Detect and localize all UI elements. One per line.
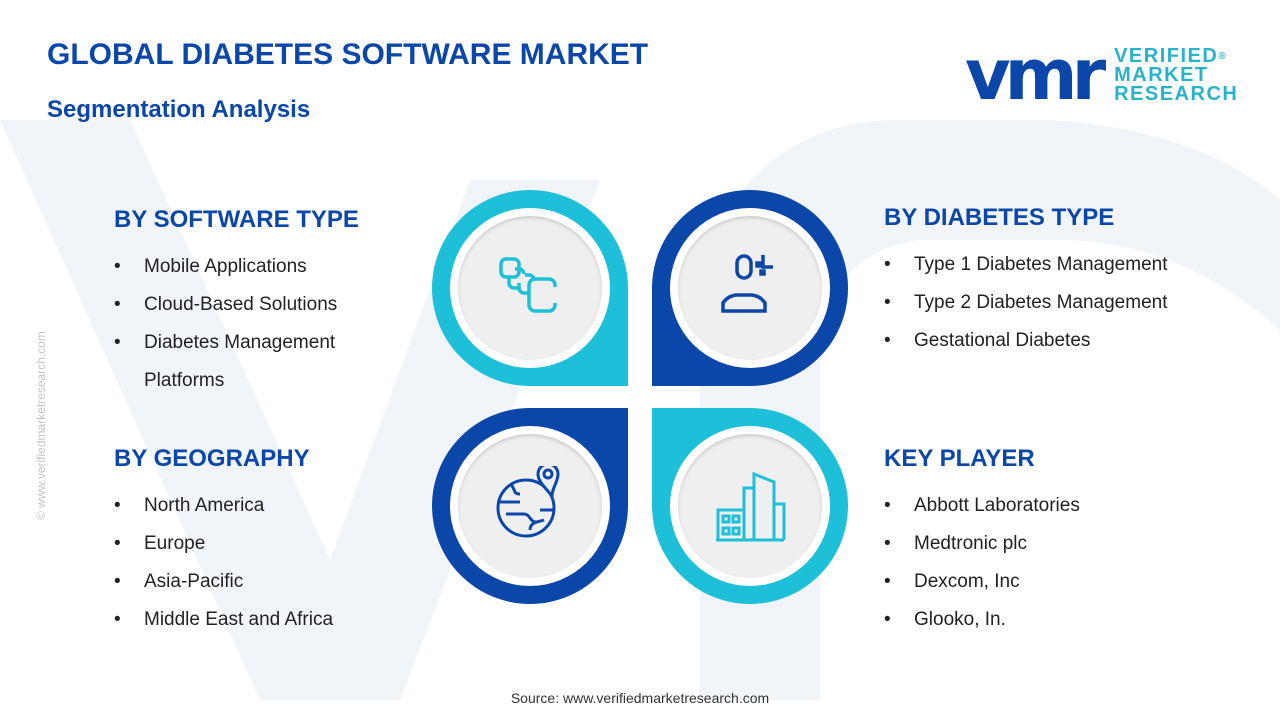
section-heading: BY GEOGRAPHY — [114, 445, 310, 472]
side-watermark-text: © www.verifiedmarketresearch.com — [34, 331, 48, 520]
list-item: Type 1 Diabetes Management — [884, 246, 1168, 284]
section-diabetes-type: BY DIABETES TYPE Type 1 Diabetes Managem… — [884, 204, 1168, 360]
buildings-icon — [716, 471, 786, 542]
section-key-player: KEY PLAYER Abbott LaboratoriesMedtronic … — [884, 445, 1080, 639]
list-item: Middle East and Africa — [114, 601, 333, 639]
section-geography: BY GEOGRAPHY North AmericaEuropeAsia-Pac… — [114, 445, 333, 639]
person-icon — [721, 254, 773, 313]
logo-line1: VERIFIED — [1114, 44, 1219, 67]
list-item: North America — [114, 487, 333, 525]
list-item: Gestational Diabetes — [884, 322, 1168, 360]
source-text: Source: www.verifiedmarketresearch.com — [510, 690, 770, 706]
quadrant-geography — [432, 408, 628, 604]
quadrant-diabetes-type — [652, 190, 848, 386]
quadrant-key-player — [652, 408, 848, 604]
page-subtitle: Segmentation Analysis — [47, 96, 311, 123]
quadrant-software-type — [432, 190, 628, 386]
section-software-type: BY SOFTWARE TYPE Mobile ApplicationsClou… — [114, 206, 374, 400]
section-heading: BY SOFTWARE TYPE — [114, 206, 359, 233]
page-title: GLOBAL DIABETES SOFTWARE MARKET — [47, 38, 649, 71]
list-item: Mobile Applications — [114, 248, 374, 286]
list-item: Europe — [114, 525, 333, 563]
list-item: Diabetes Management Platforms — [114, 324, 374, 400]
logo-reg: ® — [1218, 50, 1228, 62]
list-item: Abbott Laboratories — [884, 487, 1080, 525]
logo-mark: vmr — [965, 34, 1106, 116]
logo-line3: RESEARCH — [1114, 82, 1239, 105]
logo: vmr VERIFIED® MARKET RESEARCH — [965, 40, 1238, 110]
logo-line2: MARKET — [1114, 63, 1209, 86]
section-heading: BY DIABETES TYPE — [884, 204, 1115, 231]
globe-pin-icon — [496, 466, 560, 538]
list-item: Medtronic plc — [884, 525, 1080, 563]
list-item: Cloud-Based Solutions — [114, 286, 374, 324]
list-item: Asia-Pacific — [114, 563, 333, 601]
list-item: Dexcom, Inc — [884, 563, 1080, 601]
list-item: Glooko, In. — [884, 601, 1080, 639]
section-heading: KEY PLAYER — [884, 445, 1035, 472]
apps-stack-icon — [499, 257, 557, 313]
list-item: Type 2 Diabetes Management — [884, 284, 1168, 322]
